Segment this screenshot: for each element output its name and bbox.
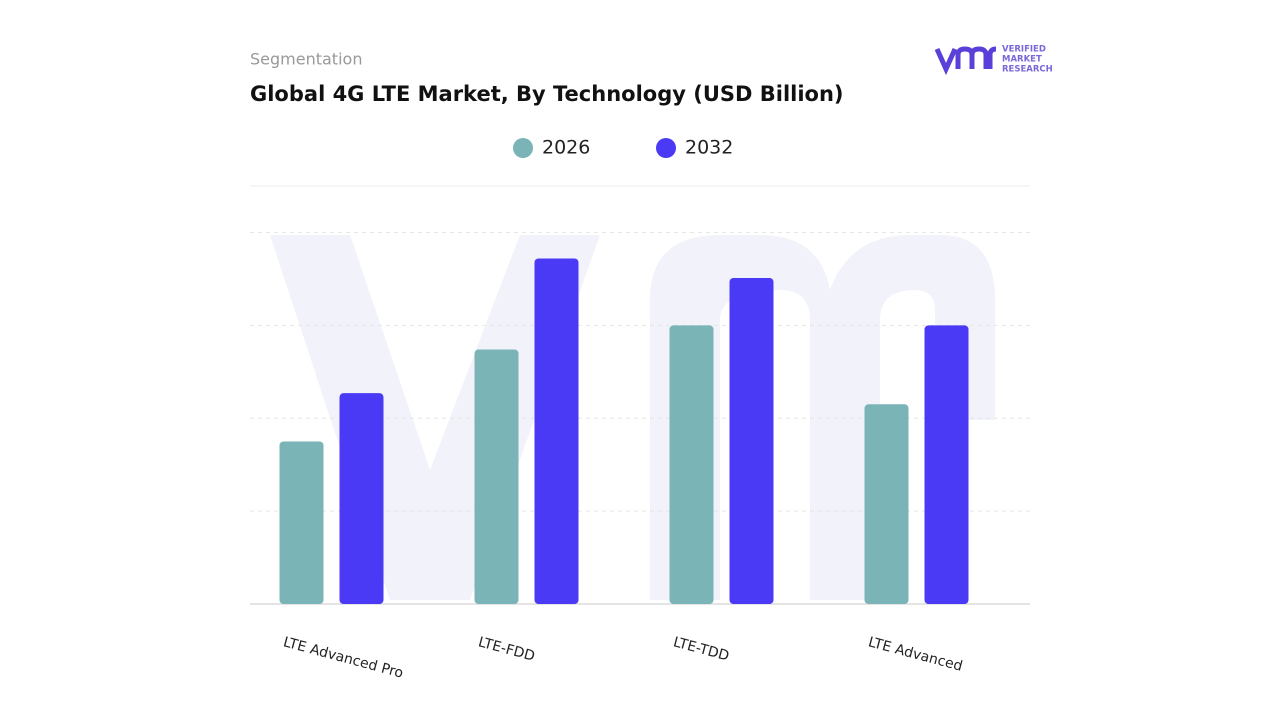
x-tick-label: LTE-TDD [671,634,730,664]
logo-mark [934,46,997,76]
x-tick-label: LTE Advanced [866,634,964,675]
x-tick-label: LTE-FDD [476,634,536,664]
bar [279,441,324,604]
watermark [270,235,995,600]
legend-swatch [656,138,676,158]
legend-swatch [513,138,533,158]
chart-title: Global 4G LTE Market, By Technology (USD… [250,82,844,106]
logo: VERIFIED MARKET RESEARCH [934,45,1053,76]
bar [474,349,519,604]
legend-label: 2032 [685,137,733,159]
bar [339,393,384,604]
logo-text: RESEARCH [1002,65,1053,75]
logo-text: VERIFIED [1002,45,1046,55]
logo-text: MARKET [1002,55,1042,65]
legend-label: 2026 [542,137,590,159]
bar [669,325,714,604]
bar [729,277,774,604]
bar [864,404,909,604]
x-tick-label: LTE Advanced Pro [281,634,404,681]
section-label: Segmentation [250,50,362,69]
bar [924,325,969,604]
bar [534,258,579,604]
